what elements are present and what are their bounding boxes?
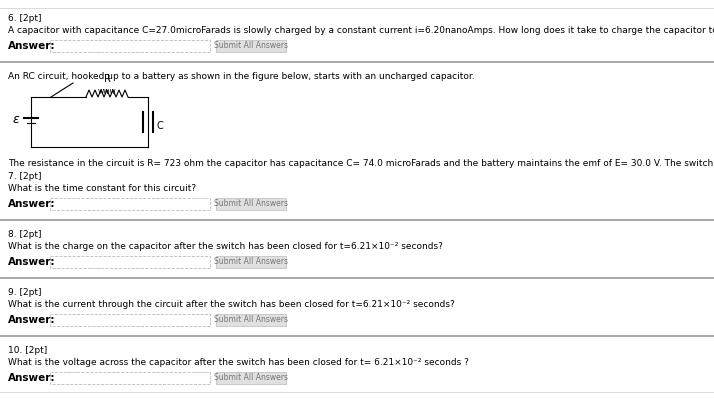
Text: What is the current through the circuit after the switch has been closed for t=6: What is the current through the circuit … xyxy=(8,300,455,309)
Text: Submit All Answers: Submit All Answers xyxy=(214,199,288,209)
Text: R: R xyxy=(104,74,111,84)
Bar xyxy=(50,372,210,384)
Text: The resistance in the circuit is R= 723 ohm the capacitor has capacitance C= 74.: The resistance in the circuit is R= 723 … xyxy=(8,159,714,168)
Text: An RC circuit, hooked up to a battery as shown in the figure below, starts with : An RC circuit, hooked up to a battery as… xyxy=(8,72,475,81)
Text: Submit All Answers: Submit All Answers xyxy=(214,41,288,51)
Bar xyxy=(216,40,286,52)
Text: A capacitor with capacitance C=27.0microFarads is slowly charged by a constant c: A capacitor with capacitance C=27.0micro… xyxy=(8,26,714,35)
Text: 10. [2pt]: 10. [2pt] xyxy=(8,346,47,355)
Bar xyxy=(50,198,210,210)
Text: 7. [2pt]: 7. [2pt] xyxy=(8,172,41,181)
Bar xyxy=(216,372,286,384)
Bar xyxy=(216,314,286,326)
Text: 8. [2pt]: 8. [2pt] xyxy=(8,230,41,239)
Bar xyxy=(50,314,210,326)
Text: What is the time constant for this circuit?: What is the time constant for this circu… xyxy=(8,184,196,193)
Text: 6. [2pt]: 6. [2pt] xyxy=(8,14,41,23)
Text: Answer:: Answer: xyxy=(8,199,56,209)
Text: Submit All Answers: Submit All Answers xyxy=(214,258,288,267)
Text: Answer:: Answer: xyxy=(8,315,56,325)
Text: www: www xyxy=(98,86,116,96)
Text: Submit All Answers: Submit All Answers xyxy=(214,373,288,382)
Text: $\varepsilon$: $\varepsilon$ xyxy=(12,113,20,126)
Text: What is the charge on the capacitor after the switch has been closed for t=6.21×: What is the charge on the capacitor afte… xyxy=(8,242,443,251)
Text: Answer:: Answer: xyxy=(8,257,56,267)
Text: 9. [2pt]: 9. [2pt] xyxy=(8,288,41,297)
Bar xyxy=(216,256,286,268)
Text: Answer:: Answer: xyxy=(8,41,56,51)
Bar xyxy=(50,40,210,52)
Text: Answer:: Answer: xyxy=(8,373,56,383)
Bar xyxy=(50,256,210,268)
Text: What is the voltage across the capacitor after the switch has been closed for t=: What is the voltage across the capacitor… xyxy=(8,358,469,367)
Text: Submit All Answers: Submit All Answers xyxy=(214,316,288,324)
Bar xyxy=(216,198,286,210)
Text: C: C xyxy=(156,121,164,131)
